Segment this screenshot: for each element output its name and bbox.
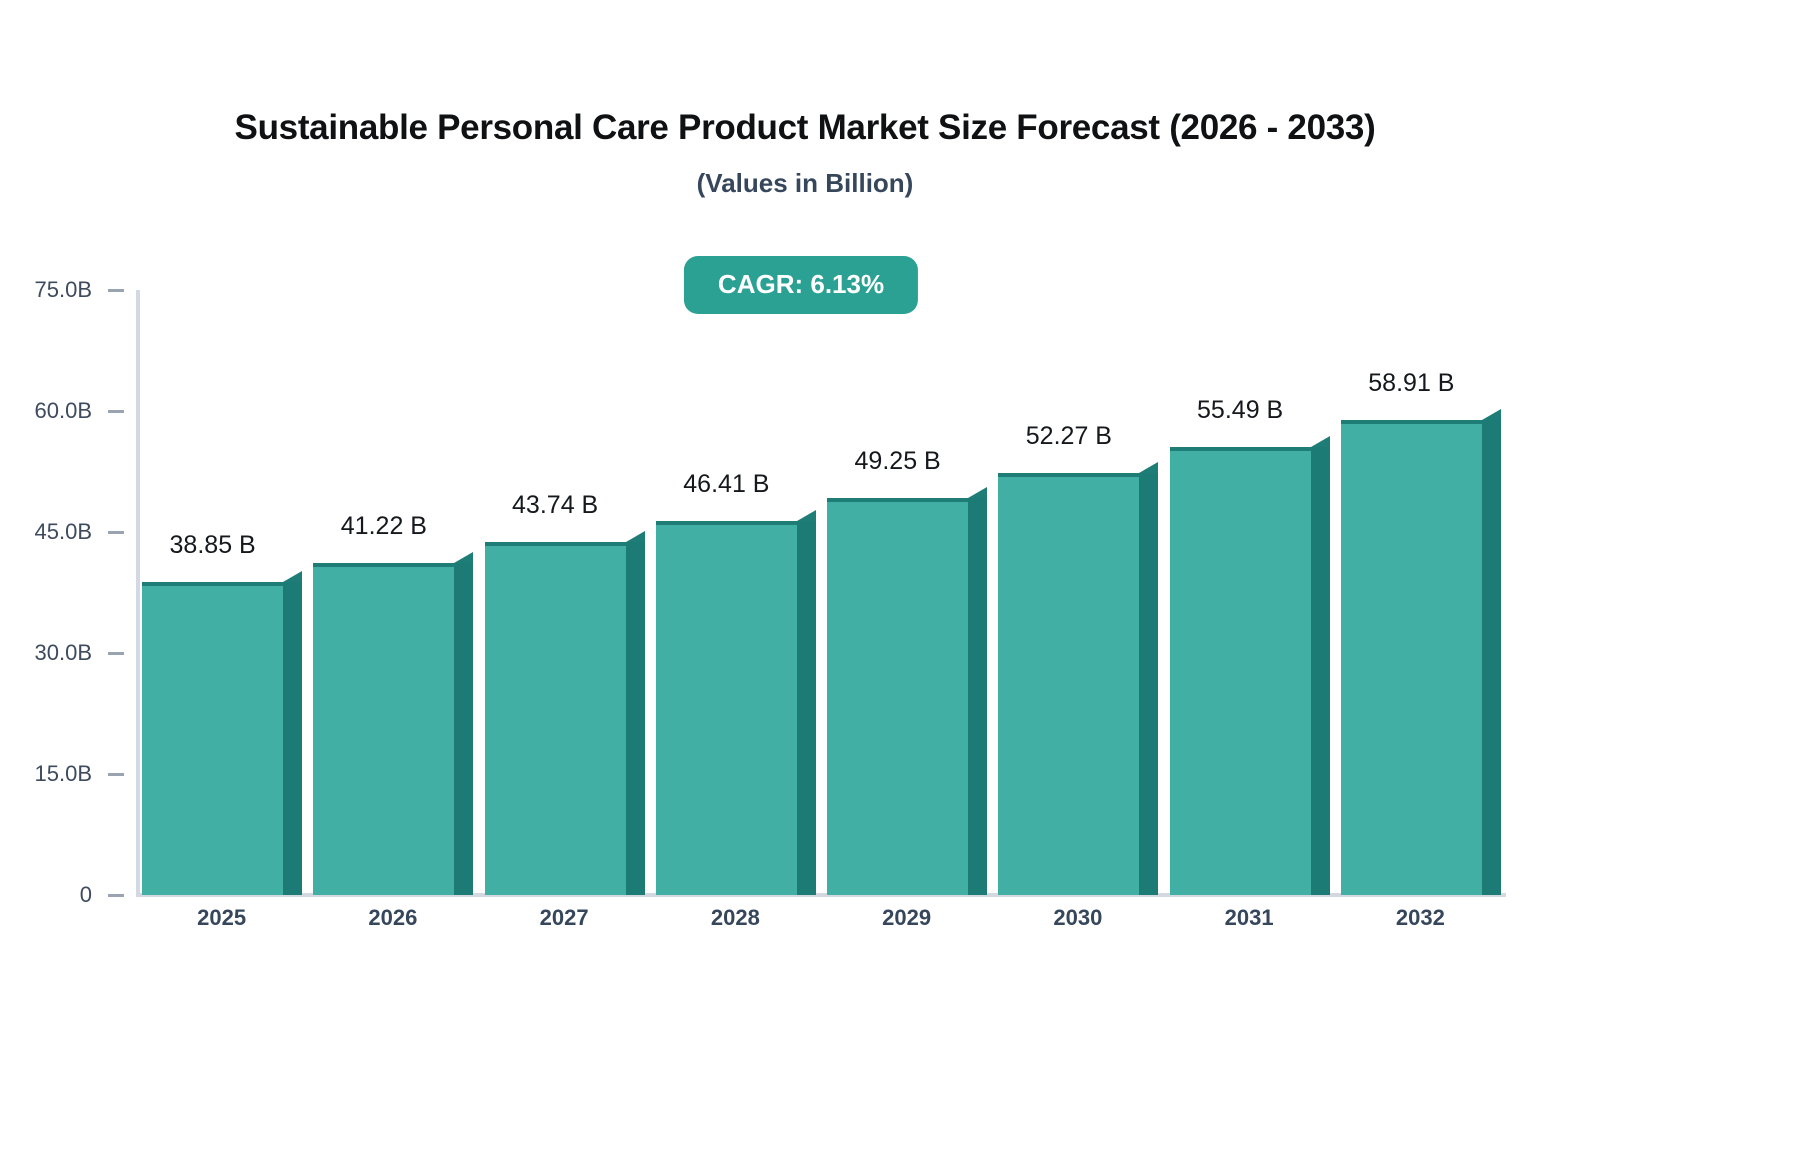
bar-top-bevel [1139,462,1159,474]
y-tick-label: 15.0B [34,761,93,786]
y-tick-mark [108,530,124,534]
x-tick-label: 2027 [539,905,589,930]
x-tick-label: 2030 [1053,905,1103,930]
bar-front-face [1169,447,1311,895]
bar-top-bevel [796,509,816,521]
chart-title: Sustainable Personal Care Product Market… [234,108,1376,147]
bar-front-face [142,581,284,895]
y-tick-mark [108,651,124,655]
bar-top-bevel [454,551,474,563]
bar-top-bevel [625,531,645,543]
x-tick-label: 2031 [1224,905,1274,930]
bar[interactable] [998,462,1159,895]
y-tick-mark [108,772,124,776]
y-axis-line [136,290,140,897]
bar-front-face [827,497,969,895]
bar-value-label: 58.91 B [1368,368,1455,397]
bar[interactable] [827,486,988,895]
bar-group[interactable]: 49.25 B [827,290,988,895]
bar-group[interactable]: 38.85 B [142,290,303,895]
cagr-badge: CAGR: 6.13% [683,256,919,314]
x-tick-label: 2025 [197,905,247,930]
bar-side-face [1481,419,1501,895]
bar-side-face [968,497,988,895]
bar-top-bevel [283,570,303,582]
bar-side-face [796,520,816,895]
bar-group[interactable]: 55.49 B [1169,290,1330,895]
y-tick-label: 30.0B [34,640,93,665]
bar-value-label: 52.27 B [1025,422,1112,451]
bar[interactable] [1340,408,1501,895]
bar[interactable] [484,531,645,895]
x-tick-label: 2029 [882,905,932,930]
bar-group[interactable]: 46.41 B [655,290,816,895]
x-tick-label: 2028 [710,905,760,930]
bar[interactable] [142,570,303,895]
bar-front-face [655,520,797,895]
x-tick-label: 2026 [368,905,418,930]
y-tick-mark [108,288,124,292]
bar-value-label: 49.25 B [854,446,941,475]
bar-top-bevel [1310,436,1330,448]
bar[interactable] [1169,436,1330,895]
y-tick-mark [108,409,124,413]
bar-front-face [313,562,455,895]
bar-side-face [1139,473,1159,895]
bar[interactable] [655,509,816,895]
bar-side-face [283,581,303,895]
y-tick-label: 60.0B [34,398,93,423]
bar-value-label: 55.49 B [1197,396,1284,425]
x-axis-line [136,893,1506,897]
chart-subtitle: (Values in Billion) [696,168,914,198]
bar-value-label: 46.41 B [683,469,770,498]
bar-front-face [1340,419,1482,895]
bar-value-label: 43.74 B [512,491,599,520]
x-axis-labels: 2025 2026 2027 2028 2029 2030 2031 2032 [136,905,1506,945]
bar-group[interactable]: 58.91 B [1340,290,1501,895]
y-tick-label: 0 [79,882,92,907]
bars-layer: 38.85 B 41.22 B 43.74 B 46.41 B 49.25 B 52.27… [136,290,1506,895]
bar-top-bevel [968,486,988,498]
bar[interactable] [313,551,474,895]
bar-front-face [998,473,1140,895]
bar-side-face [454,562,474,895]
bar-value-label: 38.85 B [169,530,256,559]
bar-value-label: 41.22 B [340,511,427,540]
bar-group[interactable]: 52.27 B [998,290,1159,895]
bar-front-face [484,542,626,895]
x-tick-label: 2032 [1395,905,1445,930]
y-tick-mark [108,893,124,897]
bar-top-bevel [1481,408,1501,420]
y-tick-label: 45.0B [34,519,93,544]
y-tick-label: 75.0B [34,277,93,302]
bar-group[interactable]: 43.74 B [484,290,645,895]
bar-group[interactable]: 41.22 B [313,290,474,895]
bar-side-face [1310,447,1330,895]
bar-side-face [625,542,645,895]
